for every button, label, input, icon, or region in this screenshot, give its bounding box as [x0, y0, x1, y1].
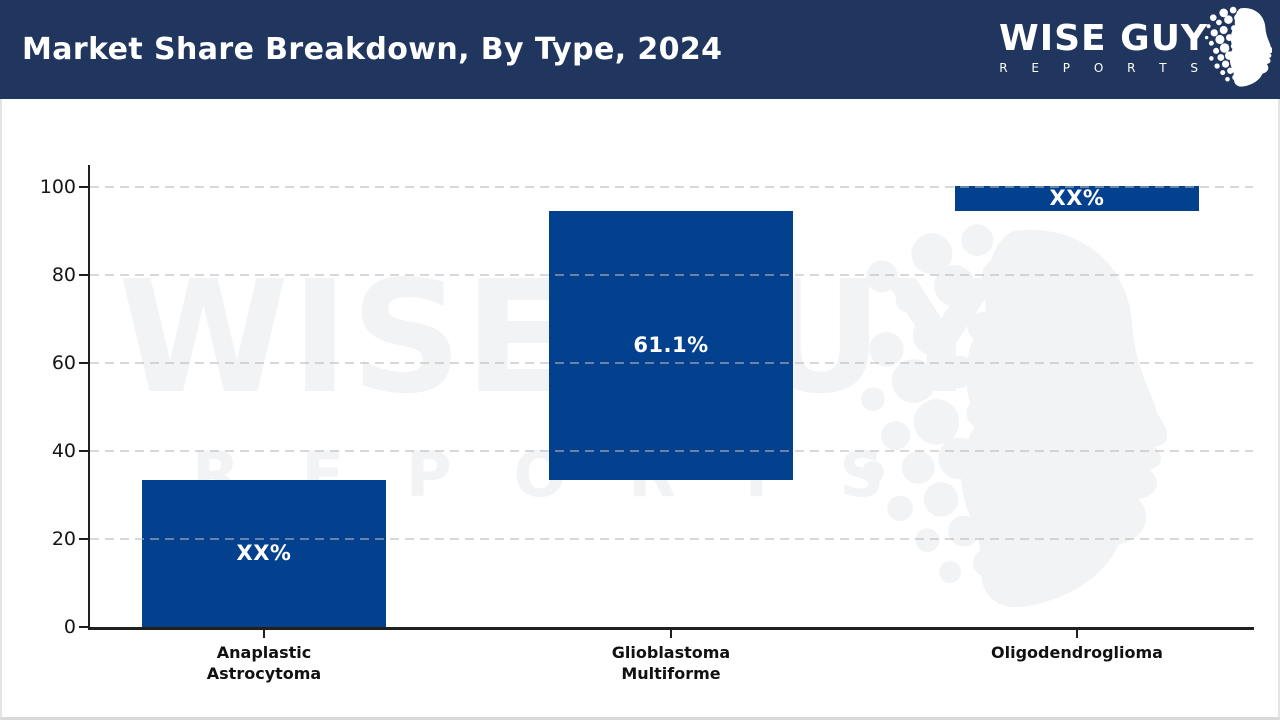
header-bar: Market Share Breakdown, By Type, 2024 WI…	[0, 0, 1280, 99]
y-tick-mark	[79, 626, 88, 628]
bar-oligodendroglioma: XX%	[955, 186, 1199, 212]
x-tick-mark	[670, 630, 672, 638]
y-axis-line	[88, 165, 90, 629]
y-tick-mark	[79, 362, 88, 364]
bar-anaplastic-astrocytoma: XX%	[142, 480, 386, 627]
gridline-60	[90, 362, 1253, 364]
bar-value-label: XX%	[236, 541, 292, 565]
wise-guy-logo: WISE GUY R E P O R T S	[993, 6, 1272, 90]
y-tick-label: 80	[51, 264, 76, 286]
y-tick-mark	[79, 538, 88, 540]
x-tick-mark	[263, 630, 265, 638]
x-tick-mark	[1076, 630, 1078, 638]
gridline-80	[90, 274, 1253, 276]
logo-head-icon	[1204, 6, 1272, 87]
y-tick-label: 40	[51, 440, 76, 462]
y-tick-label: 60	[51, 352, 76, 374]
bar-value-label: 61.1%	[633, 333, 709, 358]
gridline-40	[90, 450, 1253, 452]
logo-wiseguy-text: WISE GUY	[998, 18, 1208, 59]
x-tick-label: Anaplastic Astrocytoma	[206, 643, 322, 683]
page-title: Market Share Breakdown, By Type, 2024	[22, 32, 723, 67]
x-tick-label: Glioblastoma Multiforme	[611, 643, 731, 683]
y-tick-label: 20	[51, 528, 76, 550]
gridline-100	[90, 186, 1253, 188]
y-tick-mark	[79, 186, 88, 188]
gridline-20	[90, 538, 1253, 540]
y-tick-mark	[79, 450, 88, 452]
bar-glioblastoma-multiforme: 61.1%	[549, 211, 793, 481]
x-tick-label: Oligodendroglioma	[991, 643, 1163, 662]
bar-value-label: XX%	[1049, 186, 1105, 211]
logo-reports-text: R E P O R T S	[999, 61, 1208, 75]
x-axis-line	[88, 627, 1254, 630]
y-tick-label: 0	[63, 616, 76, 638]
y-tick-mark	[79, 274, 88, 276]
y-tick-label: 100	[39, 176, 76, 198]
